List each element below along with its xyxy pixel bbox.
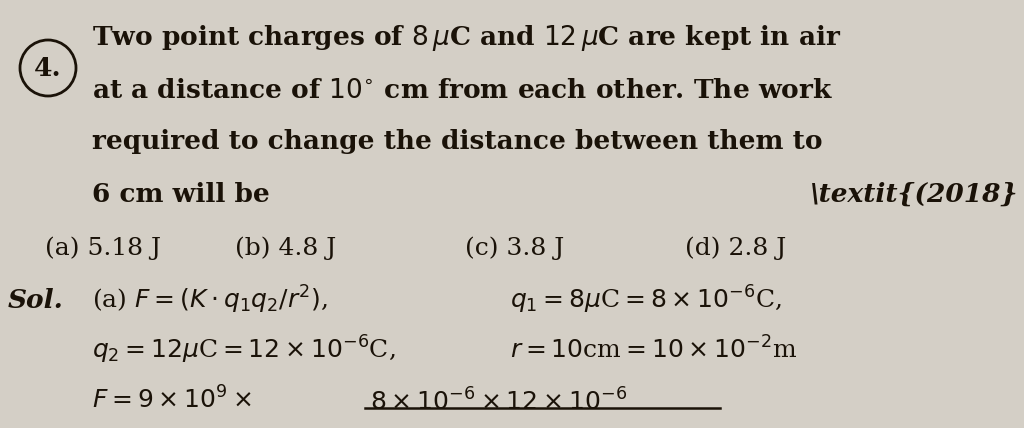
Text: $F=9\times10^9\times$: $F=9\times10^9\times$ xyxy=(92,386,252,413)
Text: required to change the distance between them to: required to change the distance between … xyxy=(92,130,822,155)
Text: Two point charges of $8\,\mu$C and $12\,\mu$C are kept in air: Two point charges of $8\,\mu$C and $12\,… xyxy=(92,23,842,53)
Text: 4.: 4. xyxy=(34,56,61,80)
Text: (a) $F=(K\cdot q_1q_2/r^2)$,: (a) $F=(K\cdot q_1q_2/r^2)$, xyxy=(92,284,328,316)
Text: (d) 2.8 J: (d) 2.8 J xyxy=(685,236,786,260)
Text: $r=10$cm$=10\times10^{-2}$m: $r=10$cm$=10\times10^{-2}$m xyxy=(510,336,798,364)
Text: at a distance of $10^{\circ}$ cm from each other. The work: at a distance of $10^{\circ}$ cm from ea… xyxy=(92,77,833,102)
Text: 6 cm will be: 6 cm will be xyxy=(92,181,269,206)
Text: $q_1=8\mu$C$=8\times10^{-6}$C,: $q_1=8\mu$C$=8\times10^{-6}$C, xyxy=(510,284,781,316)
Text: \textit{(2018}: \textit{(2018} xyxy=(810,181,1018,206)
Text: $q_2=12\mu$C$=12\times10^{-6}$C,: $q_2=12\mu$C$=12\times10^{-6}$C, xyxy=(92,334,395,366)
Text: (c) 3.8 J: (c) 3.8 J xyxy=(465,236,564,260)
Text: $8\times10^{-6}\times12\times10^{-6}$: $8\times10^{-6}\times12\times10^{-6}$ xyxy=(370,388,627,415)
Text: (b) 4.8 J: (b) 4.8 J xyxy=(234,236,336,260)
Text: (a) 5.18 J: (a) 5.18 J xyxy=(45,236,161,260)
Text: Sol.: Sol. xyxy=(8,288,63,312)
